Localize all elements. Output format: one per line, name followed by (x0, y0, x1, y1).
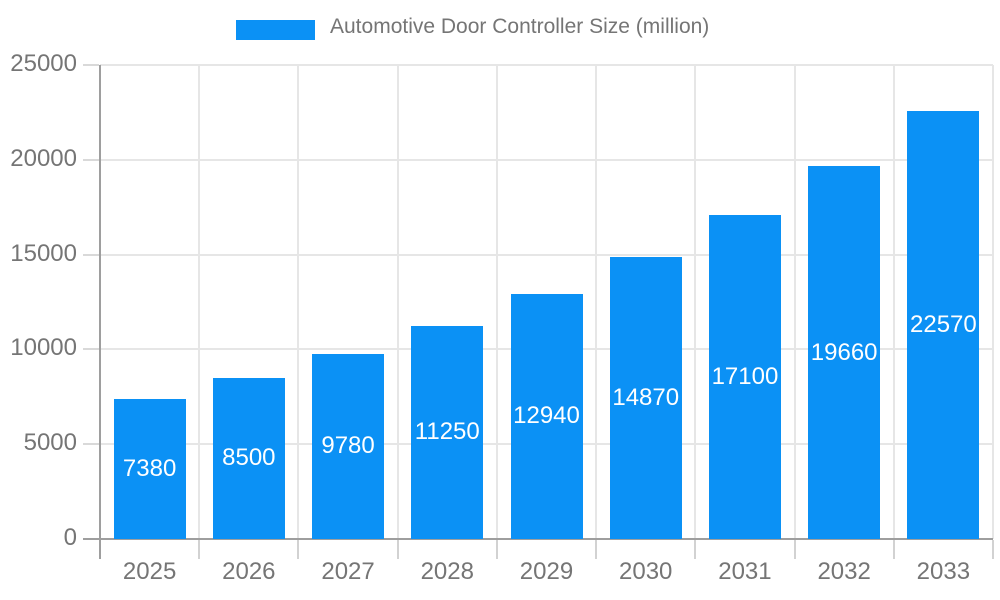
bar[interactable]: 22570 (907, 111, 980, 539)
y-axis-label: 10000 (10, 334, 77, 362)
y-axis-tick (83, 64, 99, 66)
y-gridline (100, 253, 993, 256)
y-axis-label: 0 (63, 524, 77, 551)
y-axis-tick (83, 158, 99, 161)
bar-value-label: 19660 (810, 338, 878, 366)
x-axis-tick (992, 540, 994, 559)
y-axis-label: 5000 (23, 429, 77, 457)
x-axis-label: 2031 (718, 558, 772, 585)
bar-value-label: 12940 (513, 402, 580, 430)
bar[interactable]: 17100 (708, 214, 781, 539)
bar[interactable]: 8500 (212, 377, 285, 539)
bar-value-label: 8500 (222, 444, 276, 472)
y-axis-tick (83, 253, 99, 256)
legend-swatch[interactable] (236, 20, 315, 40)
x-axis-label: 2026 (222, 558, 276, 585)
bar[interactable]: 14870 (609, 257, 682, 539)
x-axis-label: 2033 (916, 558, 971, 585)
v-gridline (495, 65, 498, 539)
x-axis-line (83, 538, 993, 540)
bar[interactable]: 9780 (312, 353, 385, 539)
bar[interactable]: 12940 (510, 293, 583, 539)
x-axis-label: 2029 (519, 558, 574, 585)
v-gridline (396, 65, 399, 539)
x-axis-label: 2032 (817, 558, 871, 585)
v-gridline (694, 65, 697, 539)
v-gridline (297, 65, 300, 539)
y-gridline (100, 64, 993, 66)
x-axis-tick (694, 540, 697, 559)
bar[interactable]: 11250 (411, 325, 484, 539)
x-axis-tick (793, 540, 796, 559)
v-gridline (992, 65, 994, 539)
x-axis-tick (595, 540, 598, 559)
x-axis-tick (396, 540, 399, 559)
y-axis-tick (83, 443, 99, 446)
x-axis-label: 2027 (321, 558, 375, 585)
x-axis-label: 2025 (122, 558, 177, 585)
x-axis-tick (892, 540, 895, 559)
bar-value-label: 9780 (321, 432, 375, 460)
v-gridline (198, 65, 201, 539)
y-axis-tick (83, 348, 99, 351)
bar[interactable]: 19660 (808, 166, 881, 539)
v-gridline (595, 65, 598, 539)
bar[interactable]: 7380 (113, 399, 186, 539)
y-axis-label: 20000 (10, 144, 77, 172)
bar-value-label: 11250 (414, 418, 480, 446)
v-gridline (793, 65, 796, 539)
bar-value-label: 17100 (711, 362, 779, 390)
y-axis-label: 15000 (10, 239, 77, 267)
v-gridline (892, 65, 895, 539)
x-axis-tick (198, 540, 201, 559)
y-axis-label: 25000 (10, 50, 77, 77)
bar-value-label: 22570 (910, 311, 977, 339)
legend-label[interactable]: Automotive Door Controller Size (million… (330, 15, 710, 38)
x-axis-label: 2028 (420, 558, 474, 585)
x-axis-tick (297, 540, 300, 559)
x-axis-tick (495, 540, 498, 559)
x-axis-label: 2030 (619, 558, 673, 585)
bar-value-label: 14870 (612, 384, 680, 412)
y-axis-line (99, 65, 101, 559)
y-gridline (100, 158, 993, 161)
bar-value-label: 7380 (122, 455, 177, 483)
